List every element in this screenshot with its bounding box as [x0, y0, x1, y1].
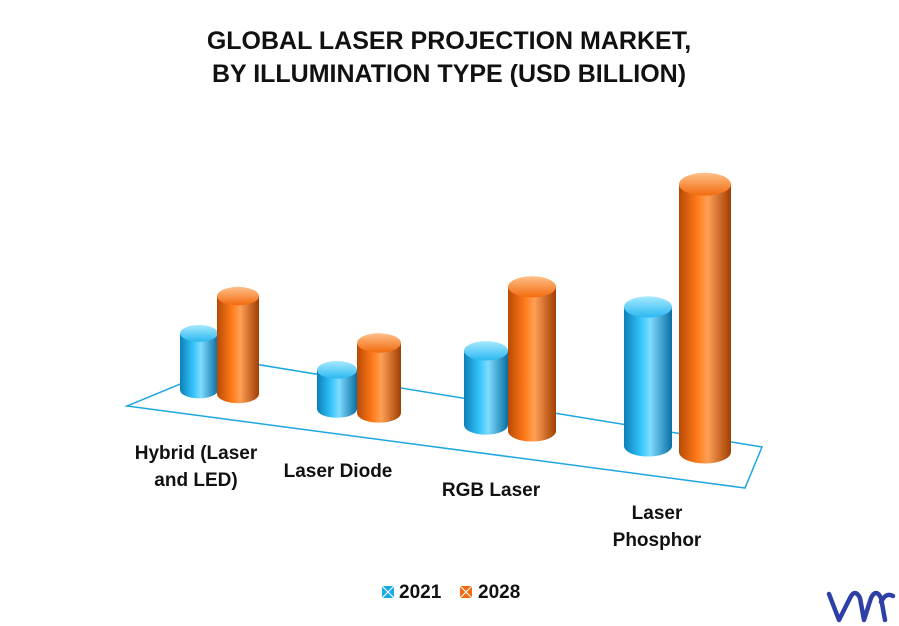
- bar-cap-2028-2: [508, 276, 556, 298]
- legend-item-2021: 2021: [381, 582, 442, 603]
- legend-swatch-2028-mark: [459, 585, 473, 599]
- bar-cap-2021-3: [624, 296, 672, 318]
- bar-2028-2: [508, 276, 556, 442]
- bar-cap-2028-3: [679, 172, 731, 196]
- legend: 2021 2028: [381, 582, 520, 603]
- chart-title-line-1: GLOBAL LASER PROJECTION MARKET,: [207, 27, 691, 55]
- category-label-0: Hybrid (Laser and LED): [135, 443, 258, 491]
- bar-cap-2021-2: [464, 341, 508, 361]
- bar-cap-2028-0: [217, 286, 259, 306]
- bar-body-2021-1: [317, 369, 357, 418]
- bar-body-2028-2: [508, 286, 556, 442]
- bars-group: [180, 172, 731, 464]
- bar-2021-3: [624, 296, 672, 457]
- chart-title: GLOBAL LASER PROJECTION MARKET, BY ILLUM…: [207, 27, 691, 88]
- legend-label-2021: 2021: [399, 582, 442, 603]
- category-label-3-line-0: Laser: [632, 503, 683, 524]
- vmr-logo: [826, 590, 896, 623]
- legend-label-2028: 2028: [478, 582, 520, 603]
- legend-item-2028: 2028: [459, 582, 520, 603]
- category-label-0-line-1: and LED): [154, 470, 237, 491]
- category-label-1: Laser Diode: [284, 461, 393, 482]
- bar-body-2028-1: [357, 342, 401, 423]
- category-label-3-line-1: Phosphor: [613, 530, 702, 551]
- chart-title-line-2: BY ILLUMINATION TYPE (USD BILLION): [212, 60, 686, 88]
- category-label-1-line-0: Laser Diode: [284, 461, 393, 482]
- bar-cap-2021-0: [180, 324, 218, 342]
- bar-body-2021-0: [180, 333, 218, 399]
- bar-body-2028-3: [679, 184, 731, 464]
- bar-body-2021-2: [464, 350, 508, 435]
- bar-cap-2021-1: [317, 361, 357, 379]
- bar-body-2028-0: [217, 296, 259, 404]
- bar-2028-3: [679, 172, 731, 464]
- bar-body-2021-3: [624, 306, 672, 457]
- category-label-0-line-0: Hybrid (Laser: [135, 443, 258, 464]
- category-label-3: Laser Phosphor: [613, 503, 702, 551]
- bar-2028-1: [357, 333, 401, 423]
- bar-2028-0: [217, 286, 259, 404]
- legend-swatch-2021-mark: [381, 585, 395, 599]
- bar-2021-0: [180, 324, 218, 399]
- bar-2021-1: [317, 361, 357, 418]
- category-label-2: RGB Laser: [442, 480, 541, 501]
- category-labels: Hybrid (Laser and LED) Laser Diode RGB Lase…: [135, 443, 702, 551]
- bar-2021-2: [464, 341, 508, 435]
- bar-cap-2028-1: [357, 333, 401, 353]
- category-label-2-line-0: RGB Laser: [442, 480, 541, 501]
